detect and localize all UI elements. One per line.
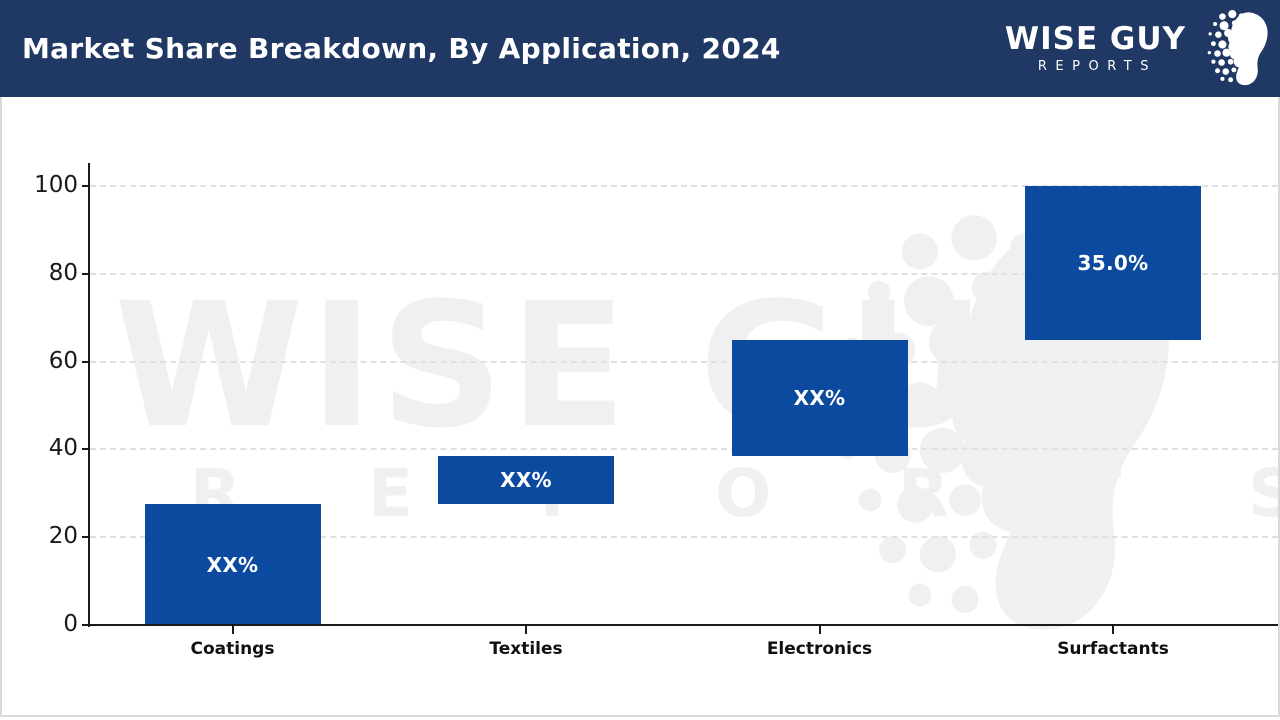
wiseguy-face-icon <box>1207 9 1268 85</box>
category-label: Surfactants <box>1057 639 1169 659</box>
y-tick-label: 60 <box>48 347 78 374</box>
bar-electronics: XX% <box>731 339 908 456</box>
x-axis-spine <box>88 624 1278 626</box>
y-tick-mark <box>82 536 90 539</box>
y-tick-label: 100 <box>34 172 78 198</box>
gridline <box>90 272 1278 275</box>
wiseguy-logo: WISE GUY REPORTS <box>1005 9 1280 88</box>
bar-value-label: XX% <box>793 385 846 410</box>
header-banner: Market Share Breakdown, By Application, … <box>0 0 1280 97</box>
logo-text: WISE GUY REPORTS <box>1005 23 1186 74</box>
category-label: Electronics <box>766 639 873 659</box>
y-tick-mark <box>82 448 90 451</box>
gridline <box>90 360 1278 363</box>
bar-coatings: XX% <box>144 504 321 625</box>
y-tick-label: 80 <box>48 259 78 286</box>
gridline <box>90 448 1278 451</box>
x-tick-mark <box>525 626 527 634</box>
gridline <box>90 536 1278 539</box>
logo-wordmark: WISE GUY <box>1004 21 1186 58</box>
y-tick-label: 0 <box>63 611 78 637</box>
y-tick-mark <box>82 624 90 626</box>
category-label: Textiles <box>489 639 563 659</box>
category-label: Coatings <box>190 639 275 659</box>
bar-value-label: XX% <box>206 552 259 577</box>
chart-panel: WISE GUY R E P O R T S 0 20 40 60 80 100 XX% Co… <box>0 97 1280 717</box>
x-tick-mark <box>818 626 821 634</box>
bar-value-label: 35.0% <box>1077 250 1149 275</box>
y-tick-mark <box>82 360 90 363</box>
y-tick-label: 40 <box>48 435 78 462</box>
y-tick-mark <box>82 185 90 187</box>
bar-textiles: XX% <box>438 455 614 505</box>
bar-surfactants: 35.0% <box>1025 186 1201 340</box>
logo-subtext: REPORTS <box>1037 58 1157 74</box>
plot-area: 0 20 40 60 80 100 XX% Coatings XX% Textiles XX% Ele… <box>2 97 1278 715</box>
chart-title: Market Share Breakdown, By Application, … <box>22 32 781 65</box>
y-tick-mark <box>82 272 90 275</box>
y-axis-spine <box>88 163 90 627</box>
x-tick-mark <box>231 626 234 634</box>
x-tick-mark <box>1112 626 1114 634</box>
bar-value-label: XX% <box>500 468 552 493</box>
gridline <box>90 185 1278 187</box>
y-tick-label: 20 <box>48 523 78 550</box>
